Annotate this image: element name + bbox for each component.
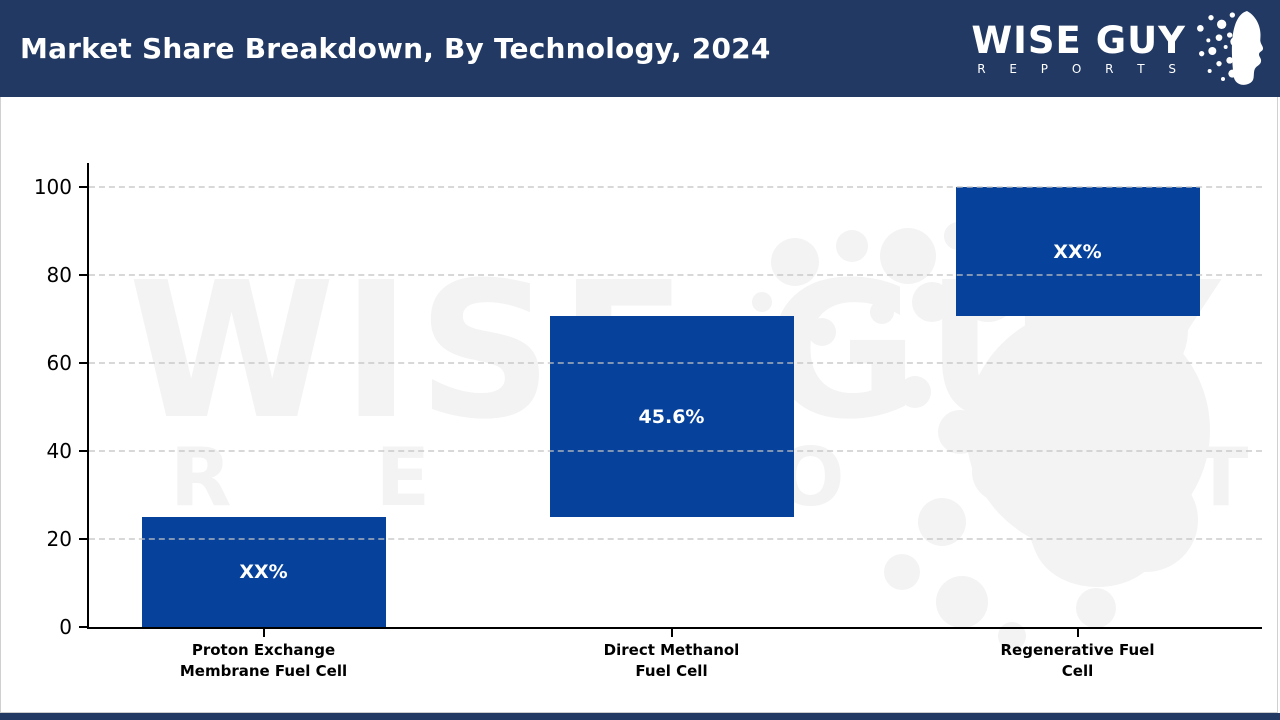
- x-category-label-line: Regenerative Fuel: [1000, 641, 1155, 659]
- y-tick-label-100: 100: [33, 175, 72, 199]
- gridline-60: [89, 362, 1262, 364]
- page-title: Market Share Breakdown, By Technology, 2…: [20, 32, 771, 65]
- x-category-label-line: Direct Methanol: [603, 641, 740, 659]
- x-category-label-line: Cell: [1061, 662, 1094, 680]
- logo-face-icon: [1192, 7, 1266, 91]
- y-tick-20: [79, 538, 87, 540]
- footer-bar: [0, 713, 1280, 720]
- bar-segment: 45.6%: [549, 316, 794, 517]
- y-tick-60: [79, 362, 87, 364]
- x-axis-line: [87, 627, 1262, 629]
- gridline-40: [89, 450, 1262, 452]
- y-tick-40: [79, 450, 87, 452]
- bar-value-label: XX%: [239, 561, 288, 583]
- x-category-label-line: Fuel Cell: [635, 662, 708, 680]
- x-tick-0: [262, 629, 265, 637]
- y-tick-100: [79, 186, 87, 188]
- y-tick-0: [79, 626, 87, 628]
- x-category-label: Direct Methanol Fuel Cell: [512, 640, 832, 682]
- y-tick-label-60: 60: [46, 351, 72, 375]
- x-category-label-line: Membrane Fuel Cell: [179, 662, 348, 680]
- wiseguy-logo-text: WISE GUY R E P O R T S: [971, 22, 1186, 75]
- bar-segment: XX%: [141, 517, 386, 627]
- x-category-label-line: Proton Exchange: [191, 641, 336, 659]
- gridline-100: [89, 186, 1262, 188]
- bar-segment: XX%: [955, 187, 1200, 317]
- x-category-label: Regenerative Fuel Cell: [918, 640, 1238, 682]
- bar-value-label: 45.6%: [638, 405, 705, 428]
- logo-wordmark: WISE GUY: [971, 19, 1186, 62]
- logo-subtitle: R E P O R T S: [977, 62, 1186, 76]
- bar-value-label: XX%: [1053, 240, 1102, 263]
- header-bar: Market Share Breakdown, By Technology, 2…: [0, 0, 1280, 97]
- x-tick-2: [1076, 629, 1079, 637]
- wiseguy-logo: WISE GUY R E P O R T S: [971, 7, 1266, 91]
- x-category-label: Proton Exchange Membrane Fuel Cell: [104, 640, 424, 682]
- y-tick-label-40: 40: [46, 439, 72, 463]
- y-tick-80: [79, 274, 87, 276]
- x-tick-1: [670, 629, 673, 637]
- y-tick-label-80: 80: [46, 263, 72, 287]
- y-tick-label-20: 20: [46, 527, 72, 551]
- gridline-80: [89, 274, 1262, 276]
- gridline-20: [89, 538, 1262, 540]
- y-axis-line: [87, 163, 89, 629]
- y-tick-label-0: 0: [59, 615, 72, 639]
